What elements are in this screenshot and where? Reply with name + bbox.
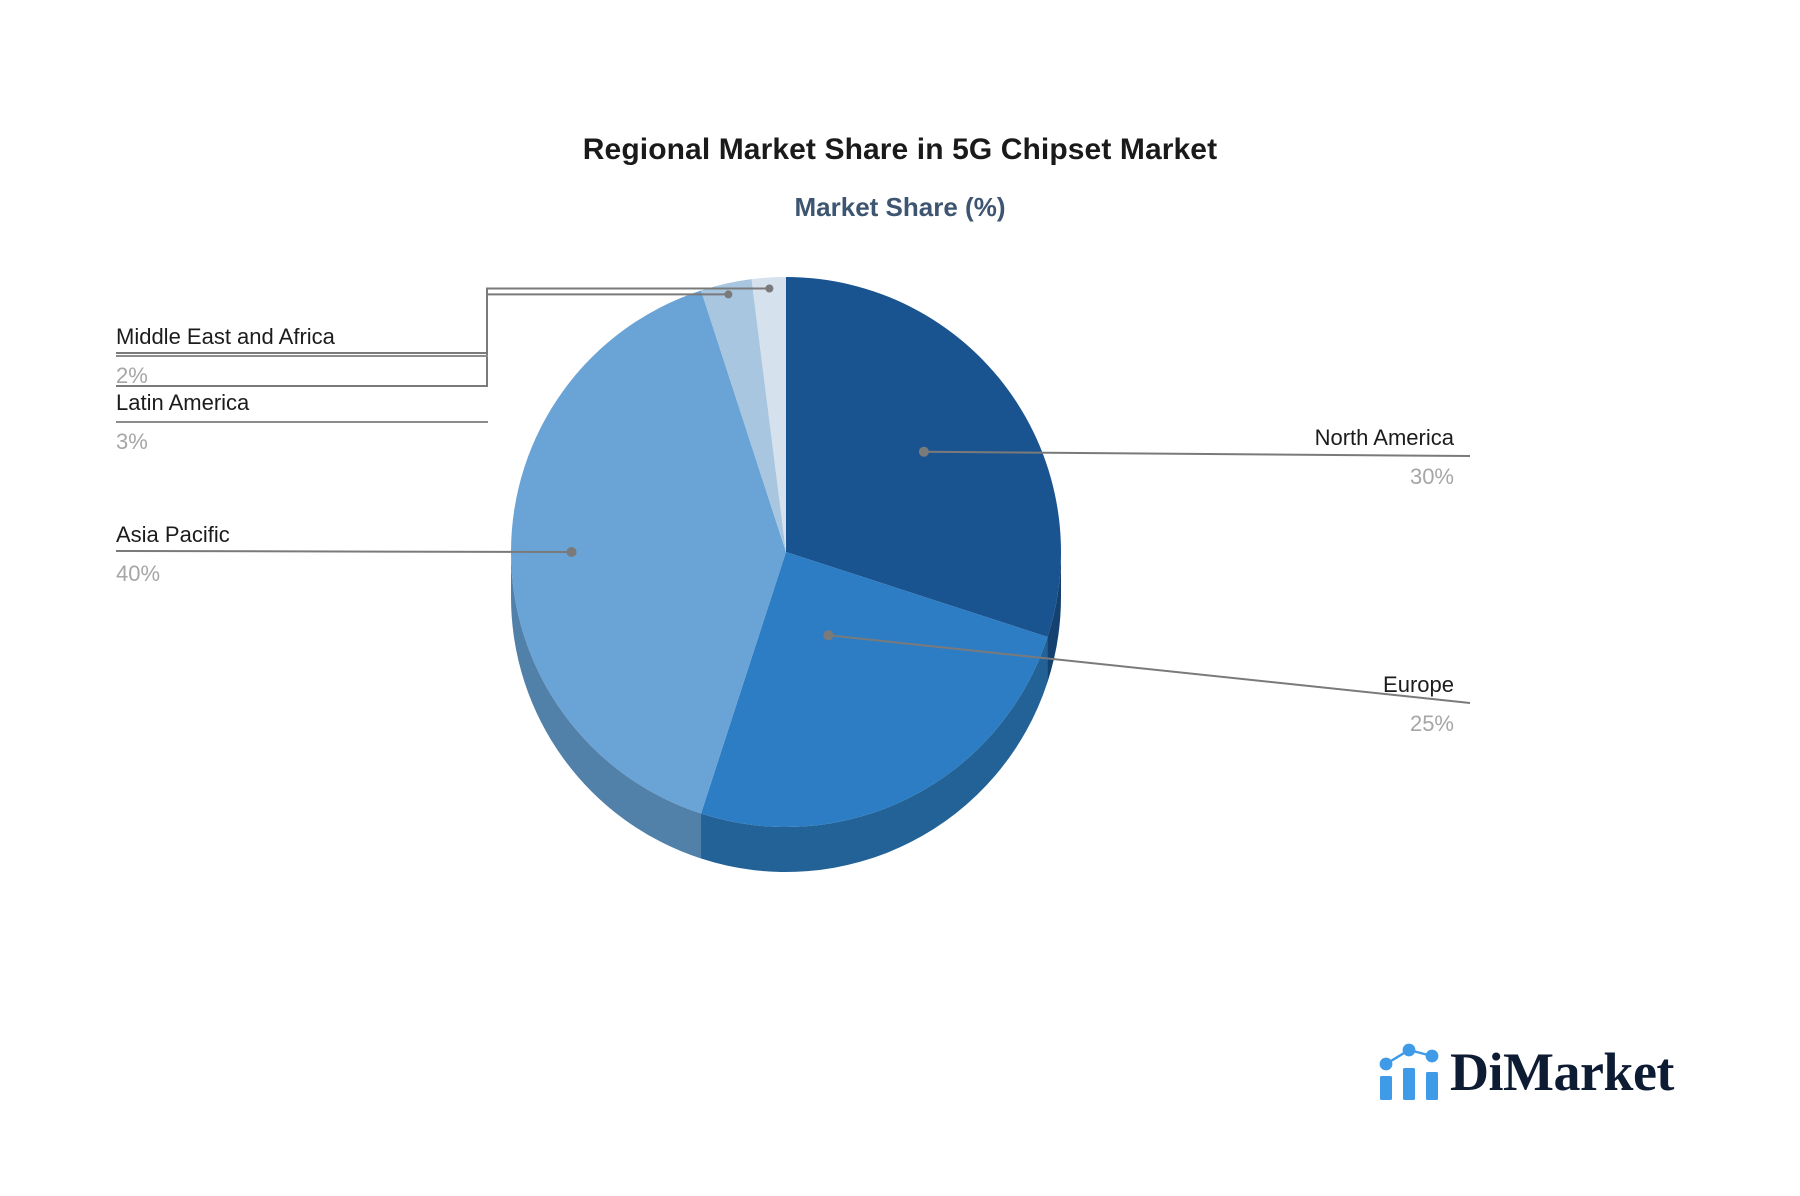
- brand-name: DiMarket: [1450, 1042, 1674, 1102]
- callout-value-europe: 25%: [1409, 711, 1454, 736]
- dot-middle-east-africa: [765, 284, 774, 293]
- callout-label-middle-east-africa: Middle East and Africa: [116, 324, 335, 349]
- slice-middle-east-africa[interactable]: [751, 277, 786, 552]
- callout-rule: [116, 421, 488, 423]
- callout-label-north-america: North America: [1314, 425, 1454, 450]
- callout-rule: [116, 355, 488, 357]
- pie-top-face: [511, 277, 1061, 827]
- slice-latin-america[interactable]: [701, 279, 786, 552]
- leader-north-america: [923, 450, 1471, 457]
- pie-3d-base: [511, 552, 1061, 872]
- callout-europe: Europe 25%: [1082, 670, 1454, 740]
- slice-europe[interactable]: [701, 552, 1048, 827]
- dot-europe: [823, 630, 834, 641]
- dot-north-america: [918, 446, 929, 457]
- leader-dots: [566, 284, 929, 641]
- callout-north-america: North America 30%: [1082, 423, 1454, 493]
- callout-label-asia-pacific: Asia Pacific: [116, 522, 230, 547]
- leader-lines: [115, 287, 1471, 704]
- leader-asia-pacific: [115, 550, 572, 553]
- callout-value-asia-pacific: 40%: [116, 561, 161, 586]
- callout-value-north-america: 30%: [1409, 464, 1454, 489]
- slice-north-america[interactable]: [786, 277, 1061, 637]
- callout-latin-america: Latin America 3%: [116, 388, 488, 458]
- callout-label-latin-america: Latin America: [116, 390, 250, 415]
- leader-europe: [828, 634, 1471, 704]
- chart-title: Regional Market Share in 5G Chipset Mark…: [582, 133, 1218, 166]
- slice-side-asia-pacific: [511, 552, 702, 859]
- chart-subtitle: Market Share (%): [794, 192, 1006, 222]
- callout-value-middle-east-africa: 2%: [116, 363, 148, 388]
- callout-asia-pacific: Asia Pacific 40%: [116, 520, 488, 590]
- dot-asia-pacific: [566, 547, 577, 557]
- slice-side-europe: [701, 636, 1048, 872]
- callout-label-europe: Europe: [1383, 672, 1454, 697]
- callout-middle-east-africa: Middle East and Africa 2%: [116, 322, 488, 392]
- brand-logo: DiMarket: [1378, 1040, 1674, 1104]
- dot-latin-america: [724, 290, 733, 299]
- bar-chart-icon: [1379, 1043, 1439, 1100]
- callout-value-latin-america: 3%: [116, 429, 148, 454]
- leader-middle-east-africa: [116, 287, 770, 354]
- slice-asia-pacific[interactable]: [511, 290, 786, 814]
- slice-side-north-america: [1047, 552, 1061, 682]
